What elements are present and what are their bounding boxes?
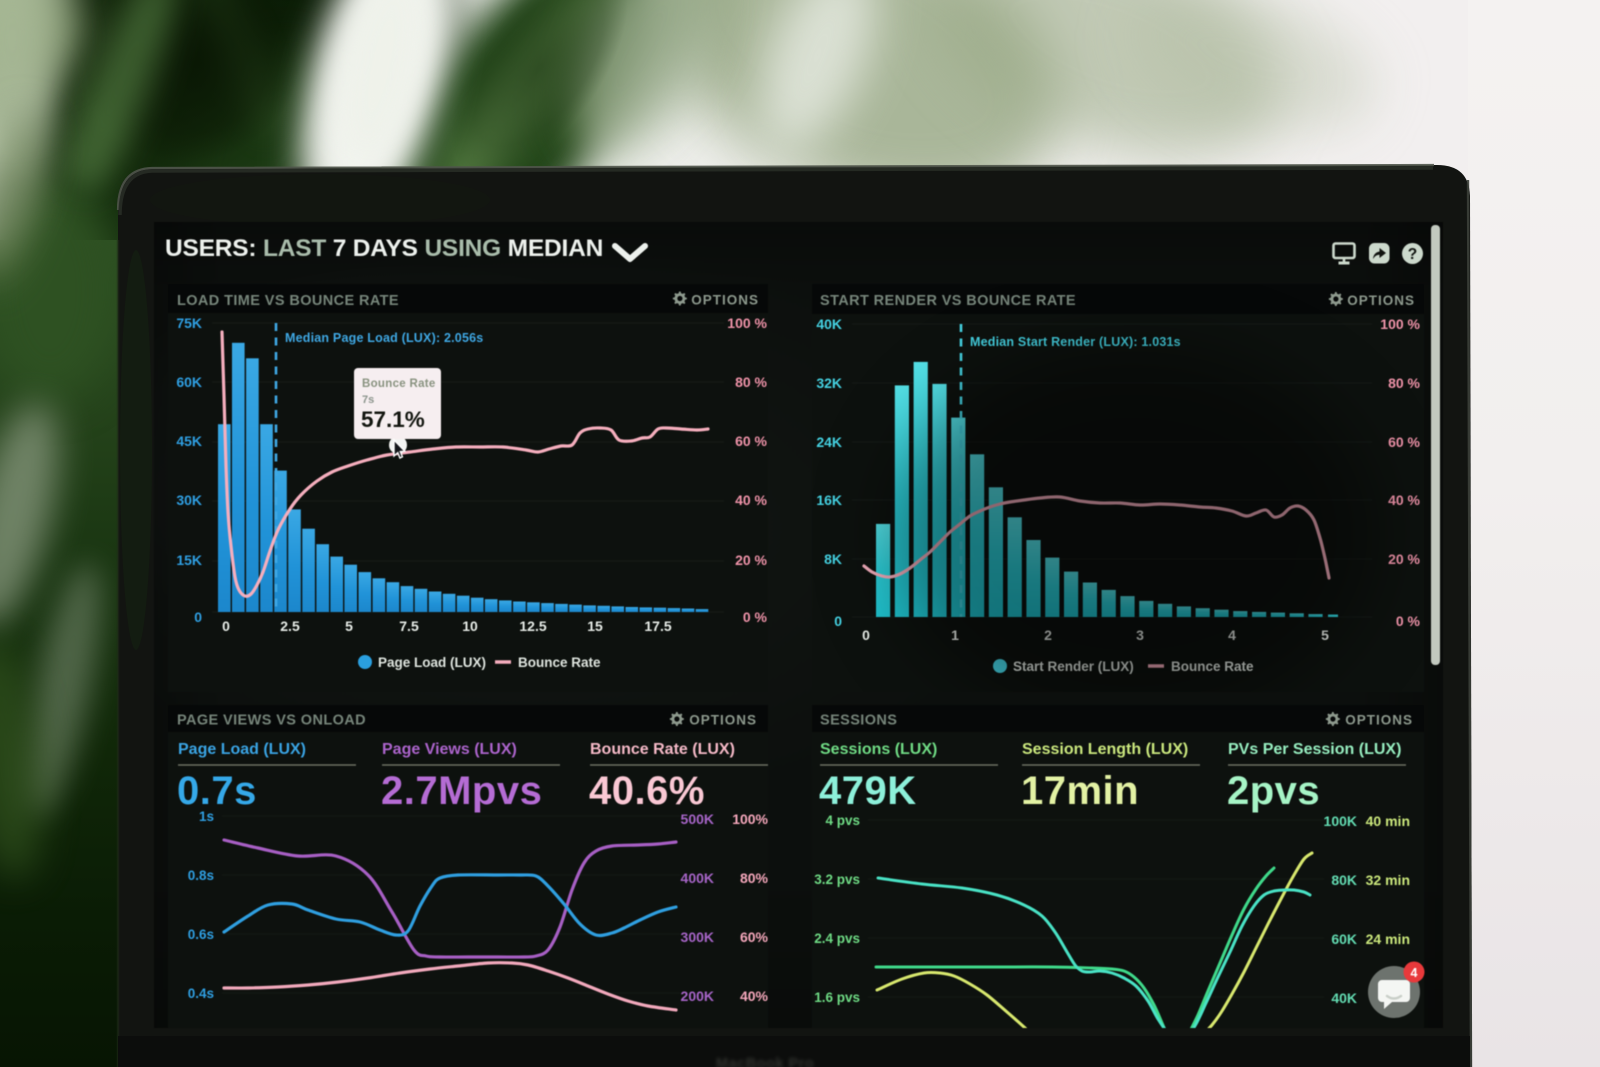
svg-text:Median Page Load (LUX): 2.056s: Median Page Load (LUX): 2.056s: [285, 331, 483, 345]
svg-text:OPTIONS: OPTIONS: [689, 713, 757, 728]
svg-text:24 min: 24 min: [1366, 931, 1410, 947]
svg-text:Start Render (LUX): Start Render (LUX): [1013, 659, 1134, 674]
svg-text:30K: 30K: [176, 492, 202, 508]
svg-text:300K: 300K: [681, 929, 714, 945]
svg-text:Page Views (LUX): Page Views (LUX): [382, 741, 517, 758]
svg-text:7.5: 7.5: [399, 618, 419, 634]
svg-text:57.1%: 57.1%: [361, 407, 425, 432]
svg-text:3: 3: [1136, 627, 1144, 643]
svg-text:60%: 60%: [740, 929, 768, 945]
svg-text:60 %: 60 %: [735, 433, 767, 449]
svg-text:100 %: 100 %: [727, 315, 767, 331]
svg-text:60K: 60K: [176, 374, 202, 390]
svg-text:Session Length (LUX): Session Length (LUX): [1022, 741, 1188, 758]
svg-text:Page Load (LUX): Page Load (LUX): [178, 741, 306, 758]
svg-text:1.6 pvs: 1.6 pvs: [814, 990, 860, 1005]
svg-text:Bounce Rate: Bounce Rate: [518, 655, 601, 670]
svg-text:10: 10: [462, 618, 478, 634]
svg-text:15K: 15K: [176, 552, 202, 568]
svg-text:1s: 1s: [199, 809, 214, 824]
svg-text:40K: 40K: [1331, 990, 1357, 1006]
svg-text:4: 4: [1411, 966, 1418, 980]
svg-text:8K: 8K: [824, 551, 842, 567]
svg-text:3.2 pvs: 3.2 pvs: [814, 872, 860, 887]
svg-text:Bounce Rate: Bounce Rate: [362, 378, 436, 390]
svg-text:100%: 100%: [732, 811, 768, 827]
svg-text:7s: 7s: [362, 394, 374, 406]
svg-text:4 pvs: 4 pvs: [825, 813, 860, 828]
svg-text:Median Start Render (LUX): 1.0: Median Start Render (LUX): 1.031s: [970, 335, 1181, 349]
svg-text:200K: 200K: [681, 988, 714, 1004]
svg-text:32 min: 32 min: [1366, 872, 1410, 888]
svg-text:75K: 75K: [176, 315, 202, 331]
svg-text:2.5: 2.5: [280, 618, 300, 634]
svg-text:17min: 17min: [1021, 769, 1139, 813]
svg-text:5: 5: [1321, 627, 1329, 643]
svg-text:60K: 60K: [1331, 931, 1357, 947]
svg-text:40 %: 40 %: [1388, 492, 1420, 508]
svg-text:0 %: 0 %: [1396, 613, 1421, 629]
svg-text:45K: 45K: [176, 433, 202, 449]
svg-text:12.5: 12.5: [519, 618, 546, 634]
svg-text:2.7Mpvs: 2.7Mpvs: [381, 769, 542, 813]
svg-text:20 %: 20 %: [735, 552, 767, 568]
svg-text:PAGE VIEWS VS ONLOAD: PAGE VIEWS VS ONLOAD: [177, 713, 366, 729]
svg-text:80 %: 80 %: [735, 374, 767, 390]
svg-text:1: 1: [951, 627, 959, 643]
svg-text:500K: 500K: [681, 811, 714, 827]
svg-text:0.8s: 0.8s: [188, 868, 214, 883]
svg-text:100K: 100K: [1324, 813, 1357, 829]
svg-text:479K: 479K: [819, 769, 917, 813]
svg-text:2: 2: [1044, 627, 1052, 643]
svg-text:OPTIONS: OPTIONS: [691, 293, 759, 308]
svg-text:80 %: 80 %: [1388, 375, 1420, 391]
svg-text:0 %: 0 %: [743, 609, 768, 625]
svg-text:OPTIONS: OPTIONS: [1345, 713, 1413, 728]
svg-text:0: 0: [194, 609, 202, 625]
svg-text:START RENDER VS BOUNCE RATE: START RENDER VS BOUNCE RATE: [820, 293, 1076, 309]
svg-text:15: 15: [587, 618, 603, 634]
svg-text:5: 5: [345, 618, 353, 634]
svg-text:40.6%: 40.6%: [589, 769, 705, 813]
svg-text:Page Load (LUX): Page Load (LUX): [378, 655, 486, 670]
svg-text:?: ?: [1408, 246, 1417, 263]
svg-text:0: 0: [834, 613, 842, 629]
svg-text:80K: 80K: [1331, 872, 1357, 888]
svg-text:17.5: 17.5: [644, 618, 671, 634]
svg-text:Bounce Rate: Bounce Rate: [1171, 659, 1254, 674]
svg-text:LOAD TIME VS BOUNCE RATE: LOAD TIME VS BOUNCE RATE: [177, 293, 399, 309]
svg-text:PVs Per Session (LUX): PVs Per Session (LUX): [1228, 741, 1401, 758]
svg-text:OPTIONS: OPTIONS: [1347, 293, 1415, 308]
svg-text:Bounce Rate (LUX): Bounce Rate (LUX): [590, 741, 735, 758]
svg-text:80%: 80%: [740, 870, 768, 886]
svg-text:20 %: 20 %: [1388, 551, 1420, 567]
svg-text:16K: 16K: [816, 492, 842, 508]
svg-text:0.7s: 0.7s: [177, 769, 257, 813]
svg-text:0: 0: [222, 618, 230, 634]
svg-text:400K: 400K: [681, 870, 714, 886]
svg-text:60 %: 60 %: [1388, 434, 1420, 450]
svg-text:2pvs: 2pvs: [1227, 769, 1320, 813]
svg-text:4: 4: [1228, 627, 1236, 643]
svg-text:100 %: 100 %: [1380, 316, 1420, 332]
svg-text:SESSIONS: SESSIONS: [820, 713, 897, 729]
svg-text:0.6s: 0.6s: [188, 927, 214, 942]
svg-text:40K: 40K: [816, 316, 842, 332]
svg-text:40 %: 40 %: [735, 492, 767, 508]
svg-text:2.4 pvs: 2.4 pvs: [814, 931, 860, 946]
svg-text:Sessions (LUX): Sessions (LUX): [820, 741, 937, 758]
svg-text:24K: 24K: [816, 434, 842, 450]
svg-text:40 min: 40 min: [1366, 813, 1410, 829]
svg-text:32K: 32K: [816, 375, 842, 391]
svg-text:40%: 40%: [740, 988, 768, 1004]
svg-text:0.4s: 0.4s: [188, 986, 214, 1001]
svg-text:0: 0: [862, 627, 870, 643]
